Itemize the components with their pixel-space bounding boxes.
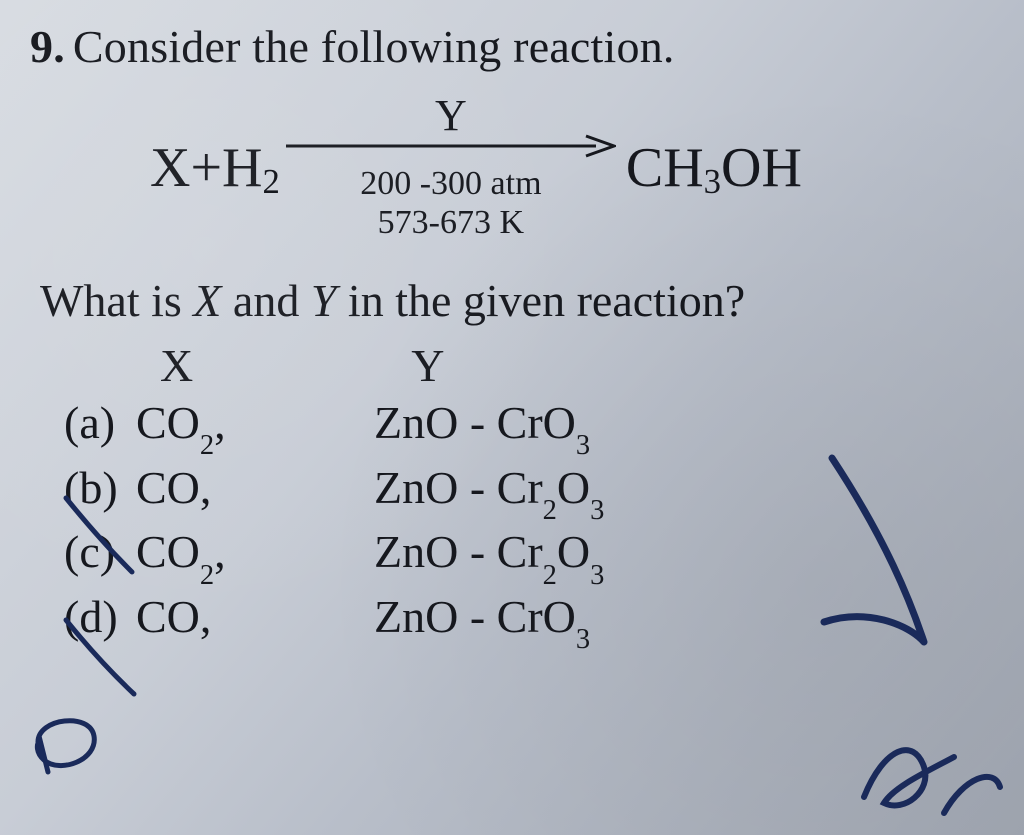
question-prompt: Consider the following reaction.: [73, 22, 675, 72]
reaction-arrow-block: Y 200 -300 atm 573-673 K: [286, 94, 616, 242]
option-y: ZnO - Cr2O3: [374, 523, 604, 588]
option-b: (b) CO, ZnO - Cr2O3: [64, 459, 994, 524]
product-ch: CH: [626, 136, 704, 200]
options-list: (a) CO2, ZnO - CrO3 (b) CO, ZnO - Cr2O3 …: [64, 394, 994, 653]
options-header: X Y: [30, 339, 994, 392]
option-d: (d) CO, ZnO - CrO3: [64, 588, 994, 653]
option-x: CO,: [136, 459, 374, 518]
header-x: X: [160, 339, 193, 392]
option-a: (a) CO2, ZnO - CrO3: [64, 394, 994, 459]
reactant-h-sub: 2: [263, 162, 280, 202]
arrow-bottom-labels: 200 -300 atm 573-673 K: [360, 164, 541, 242]
option-y: ZnO - CrO3: [374, 394, 590, 459]
option-label: (b): [64, 459, 136, 518]
option-c: (c) CO2, ZnO - Cr2O3: [64, 523, 994, 588]
reaction-lhs: X + H 2: [150, 136, 280, 200]
option-y: ZnO - CrO3: [374, 588, 590, 653]
reactant-h: H: [222, 136, 262, 200]
plus-sign: +: [190, 136, 222, 200]
reaction-product: CH 3 OH: [626, 136, 802, 200]
arrow-pressure: 200 -300 atm: [360, 164, 541, 203]
header-y: Y: [411, 339, 444, 392]
option-x: CO2,: [136, 523, 374, 588]
option-x: CO,: [136, 588, 374, 647]
option-label: (d): [64, 588, 136, 647]
reactant-x: X: [150, 136, 190, 200]
arrow-temperature: 573-673 K: [360, 203, 541, 242]
option-y: ZnO - Cr2O3: [374, 459, 604, 524]
option-x: CO2,: [136, 394, 374, 459]
subquestion-line: What is X and Y in the given reaction?: [40, 274, 994, 327]
product-ch-sub: 3: [704, 162, 721, 202]
option-label: (c): [64, 523, 136, 582]
reaction-arrow-icon: [286, 134, 616, 158]
reaction-equation: X + H 2 Y 200 -300 atm 573-673 K CH 3 OH: [150, 94, 994, 242]
product-oh: OH: [721, 136, 802, 200]
arrow-top-label: Y: [435, 94, 467, 138]
question-line: 9. Consider the following reaction.: [30, 22, 994, 72]
pen-scribble-icon: [844, 717, 1004, 827]
question-number: 9.: [30, 22, 65, 72]
option-label: (a): [64, 394, 136, 453]
